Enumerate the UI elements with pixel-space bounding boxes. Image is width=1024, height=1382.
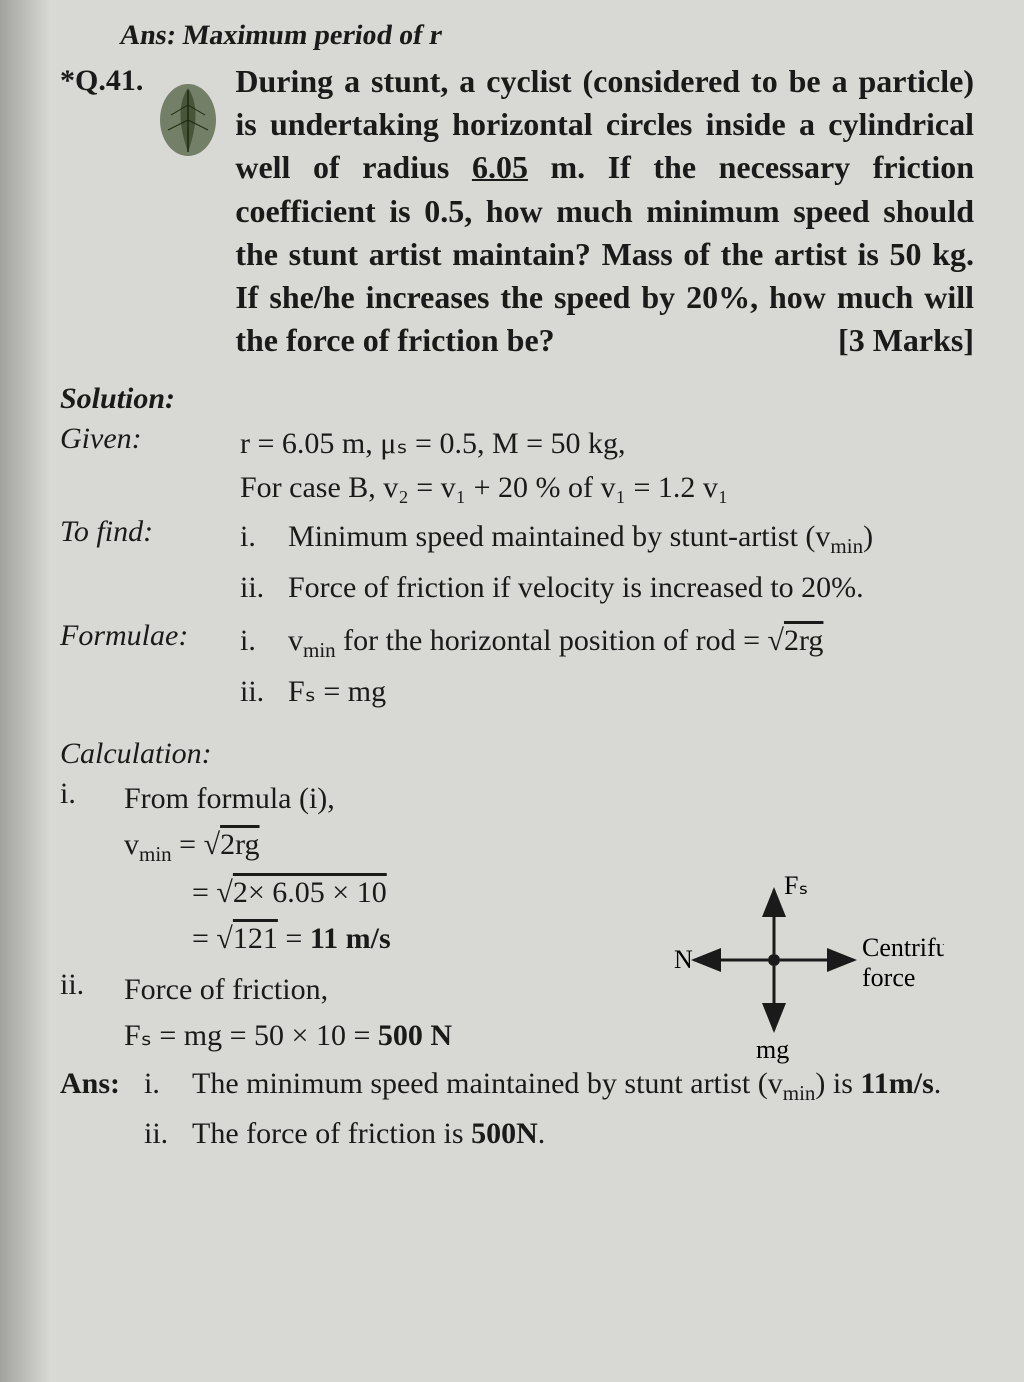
formulae-num-2: ii.: [240, 670, 274, 714]
ans-tail-1: .: [934, 1067, 942, 1100]
formulae-t1b: for the horizontal position of rod =: [336, 624, 768, 657]
answer-label: Ans:: [60, 1063, 130, 1158]
ans-num-2: ii.: [144, 1113, 178, 1155]
question-number: *Q.41.: [60, 64, 143, 98]
radius-value: 6.05: [472, 149, 528, 185]
tofind-label: To find:: [60, 515, 220, 549]
diagram-cf1-label: Centrifugal: [862, 933, 944, 962]
solution-label: Solution:: [60, 382, 974, 416]
ans-t1a: The minimum speed maintained by stunt ar…: [192, 1067, 783, 1100]
radical-icon: [216, 876, 232, 909]
ans-t1b: ) is: [815, 1067, 860, 1100]
given-content: r = 6.05 m, μₛ = 0.5, M = 50 kg, For cas…: [240, 422, 974, 509]
formulae-content: i. vmin for the horizontal position of r…: [240, 619, 974, 717]
calc-i-num: i.: [60, 777, 104, 811]
answer-content: i. The minimum speed maintained by stunt…: [144, 1063, 974, 1158]
ans-bold-2: 500N: [471, 1117, 538, 1150]
calc-l3rad: 121: [233, 922, 278, 955]
tofind-tail-1: ): [863, 520, 873, 553]
radical-icon: [204, 828, 220, 861]
calc-ii-line: Fₛ = mg = 50 × 10 = 500 N: [124, 1014, 452, 1058]
diagram-mg-label: mg: [756, 1035, 789, 1064]
tofind-text-2: Force of friction if velocity is increas…: [288, 566, 864, 610]
marks-label: [3 Marks]: [838, 319, 974, 362]
formulae-t1a: v: [288, 624, 303, 657]
calculation-label: Calculation:: [60, 737, 974, 771]
calc-l1a: v: [124, 828, 139, 861]
given-line2: For case B, v₂ = v₁ + 20 % of v₁ = 1.2 v…: [240, 466, 974, 510]
calc-i-line2: = 2× 6.05 × 10: [124, 871, 391, 915]
calc-ii-num: ii.: [60, 968, 104, 1002]
calc-l2rad: 2× 6.05 × 10: [233, 876, 387, 909]
tofind-text-1a: Minimum speed maintained by stunt-artist…: [288, 520, 830, 553]
calc-l1b: =: [172, 828, 204, 861]
tofind-sub-1: min: [830, 534, 863, 558]
ans-t2a: The force of friction is: [192, 1117, 471, 1150]
ans-tail-2: .: [538, 1117, 546, 1150]
question-block: *Q.41. During a stunt, a cyclist (consid…: [60, 60, 974, 362]
formulae-rad-1: 2rg: [784, 624, 823, 657]
answer-row: Ans: i. The minimum speed maintained by …: [60, 1063, 974, 1158]
diagram-cf2-label: force: [862, 963, 915, 992]
formulae-text-2: Fₛ = mg: [288, 670, 386, 714]
free-body-diagram: Fₛ N Centrifugal force mg: [624, 870, 944, 1070]
ans-text-2: The force of friction is 500N.: [192, 1113, 545, 1155]
diagram-fs-label: Fₛ: [784, 871, 808, 900]
given-row: Given: r = 6.05 m, μₛ = 0.5, M = 50 kg, …: [60, 422, 974, 509]
answer-item-2: ii. The force of friction is 500N.: [144, 1113, 974, 1155]
radical-icon: [216, 922, 232, 955]
diagram-n-label: N: [674, 945, 693, 974]
calc-l3a: =: [192, 922, 216, 955]
tofind-row: To find: i. Minimum speed maintained by …: [60, 515, 974, 613]
leaf-icon: [153, 80, 223, 160]
formulae-text-1: vmin for the horizontal position of rod …: [288, 619, 823, 665]
calc-ii-line-text: Fₛ = mg = 50 × 10 =: [124, 1019, 378, 1052]
tofind-item-2: ii. Force of friction if velocity is inc…: [240, 566, 974, 610]
radical-icon: [768, 624, 784, 657]
calc-ii-bold: 500 N: [378, 1019, 452, 1052]
formulae-item-1: i. vmin for the horizontal position of r…: [240, 619, 974, 665]
calc-l3b: =: [278, 922, 310, 955]
tofind-num-1: i.: [240, 515, 274, 561]
calc-ii-content: Force of friction, Fₛ = mg = 50 × 10 = 5…: [124, 968, 452, 1059]
calc-ii-intro: Force of friction,: [124, 968, 452, 1012]
calc-i-intro: From formula (i),: [124, 777, 391, 821]
given-line1: r = 6.05 m, μₛ = 0.5, M = 50 kg,: [240, 422, 974, 466]
formulae-item-2: ii. Fₛ = mg: [240, 670, 974, 714]
question-text: During a stunt, a cyclist (considered to…: [235, 60, 974, 362]
formulae-sub1: min: [303, 638, 336, 662]
formulae-num-1: i.: [240, 619, 274, 665]
ans-sub-1: min: [783, 1081, 816, 1105]
given-label: Given:: [60, 422, 220, 456]
tofind-content: i. Minimum speed maintained by stunt-art…: [240, 515, 974, 613]
calc-i-line1: vmin = 2rg: [124, 823, 391, 869]
previous-answer: Ans: Maximum period of r: [118, 20, 976, 52]
formulae-label: Formulae:: [60, 619, 220, 653]
calc-l2a: =: [192, 876, 216, 909]
calc-l1rad: 2rg: [220, 828, 259, 861]
formulae-row: Formulae: i. vmin for the horizontal pos…: [60, 619, 974, 717]
calc-l3bold: 11 m/s: [310, 922, 391, 955]
ans-num-1: i.: [144, 1063, 178, 1108]
tofind-item-1: i. Minimum speed maintained by stunt-art…: [240, 515, 974, 561]
ans-bold-1: 11m/s: [860, 1067, 933, 1100]
calc-i-content: From formula (i), vmin = 2rg = 2× 6.05 ×…: [124, 777, 391, 962]
tofind-num-2: ii.: [240, 566, 274, 610]
calc-l1sub: min: [139, 842, 172, 866]
tofind-text-1: Minimum speed maintained by stunt-artist…: [288, 515, 873, 561]
calc-i-line3: = 121 = 11 m/s: [124, 917, 391, 961]
